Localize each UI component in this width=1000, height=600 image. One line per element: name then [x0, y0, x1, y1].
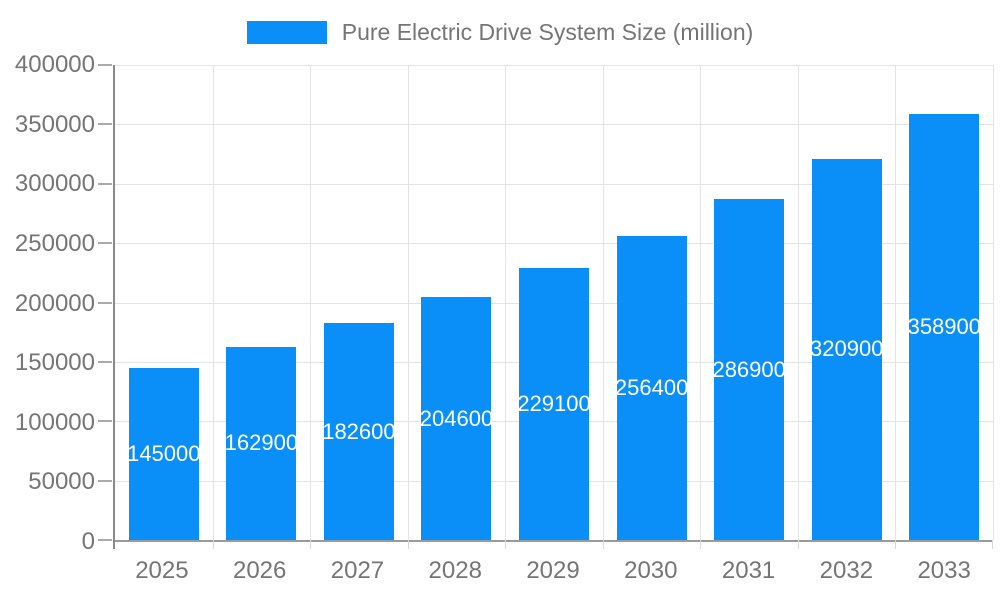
bar-slot: 256400	[603, 65, 701, 540]
x-tick-mark	[895, 540, 897, 549]
plot-area: 145000 162900 182600 204600 229100 25640	[98, 64, 994, 549]
bar-value-label: 229100	[517, 390, 591, 416]
bar-slot: 204600	[408, 65, 506, 540]
gridline-vertical	[602, 65, 604, 540]
gridline-horizontal	[115, 243, 993, 245]
gridline-vertical	[993, 65, 994, 540]
x-tick-label: 2028	[428, 557, 482, 584]
y-tick-label: 50000	[28, 468, 95, 496]
bar-value-label: 256400	[614, 374, 689, 400]
bar-value-label: 204600	[419, 405, 494, 431]
gridline-horizontal	[115, 65, 993, 66]
x-tick-mark	[797, 540, 799, 549]
x-tick-mark	[113, 540, 115, 549]
bar-value-label: 145000	[127, 440, 201, 466]
x-tick-mark	[407, 540, 409, 549]
y-tick-label: 200000	[14, 289, 95, 317]
y-tick-mark	[98, 182, 112, 185]
legend-label[interactable]: Pure Electric Drive System Size (million…	[341, 18, 754, 45]
x-tick-mark	[602, 540, 604, 549]
bar-slot: 229100	[505, 65, 603, 540]
bar[interactable]: 204600	[419, 297, 494, 540]
gridline-vertical	[212, 65, 214, 540]
gridline-horizontal	[115, 124, 993, 126]
bar[interactable]: 182600	[322, 323, 396, 540]
x-tick-mark	[700, 540, 702, 549]
x-tick-label: 2026	[232, 557, 287, 584]
gridline-horizontal	[115, 183, 993, 185]
bar-slot: 358900	[896, 65, 994, 540]
bar[interactable]: 256400	[614, 235, 689, 540]
bar-value-label: 162900	[224, 430, 299, 456]
y-tick-mark	[98, 301, 112, 304]
x-tick-mark	[505, 540, 507, 549]
x-tick-label: 2031	[721, 557, 776, 584]
gridline-vertical	[797, 65, 799, 540]
gridline-vertical	[310, 65, 312, 540]
bar[interactable]: 320900	[810, 158, 884, 540]
y-axis-labels: 400000 350000 300000 250000 200000 15000…	[0, 51, 95, 555]
bar-value-label: 286900	[712, 356, 786, 382]
gridline-vertical	[407, 65, 409, 540]
bar-value-label: 358900	[907, 313, 981, 339]
bar-value-label: 182600	[322, 418, 396, 444]
bar-slot: 162900	[213, 65, 311, 540]
y-tick-mark	[98, 479, 112, 482]
bar-slot: 182600	[310, 65, 408, 540]
y-tick-label: 150000	[14, 349, 95, 377]
x-axis-labels: 2025 2026 2027 2028 2029 2030 2031 2032 …	[113, 553, 993, 589]
gridline-vertical	[700, 65, 702, 540]
gridline-vertical	[895, 65, 897, 540]
bar-slot: 320900	[798, 65, 896, 540]
bar[interactable]: 145000	[127, 367, 201, 540]
x-tick-label: 2027	[330, 557, 385, 584]
x-tick-label: 2030	[624, 557, 678, 584]
y-tick-mark	[98, 242, 112, 245]
bars-layer: 145000 162900 182600 204600 229100 25640	[115, 65, 993, 540]
x-tick-label: 2032	[819, 557, 874, 584]
y-tick-label: 300000	[14, 170, 95, 198]
legend-swatch-icon[interactable]	[246, 20, 327, 44]
bar-value-label: 320900	[810, 336, 884, 362]
y-tick-mark	[98, 360, 112, 363]
y-tick-label: 350000	[14, 110, 95, 138]
y-tick-mark	[98, 420, 112, 423]
x-tick-mark	[212, 540, 214, 549]
x-tick-label: 2033	[917, 557, 971, 584]
x-tick-label: 2025	[135, 557, 189, 584]
bar[interactable]: 286900	[712, 199, 786, 540]
x-tick-mark	[992, 540, 993, 549]
bar-slot: 145000	[115, 65, 213, 540]
bar[interactable]: 229100	[517, 267, 591, 540]
y-tick-label: 400000	[14, 51, 95, 78]
bar[interactable]: 358900	[907, 113, 981, 540]
y-tick-mark	[98, 539, 112, 541]
x-tick-mark	[310, 540, 312, 549]
legend: Pure Electric Drive System Size (million…	[0, 16, 1000, 48]
y-tick-mark	[98, 64, 112, 66]
gridline-vertical	[505, 65, 507, 540]
y-tick-label: 0	[81, 528, 95, 555]
y-tick-label: 250000	[14, 229, 95, 257]
bar[interactable]: 162900	[224, 346, 299, 540]
x-tick-label: 2029	[526, 557, 580, 584]
bar-slot: 286900	[700, 65, 798, 540]
y-tick-label: 100000	[14, 408, 95, 436]
y-tick-mark	[98, 123, 112, 126]
